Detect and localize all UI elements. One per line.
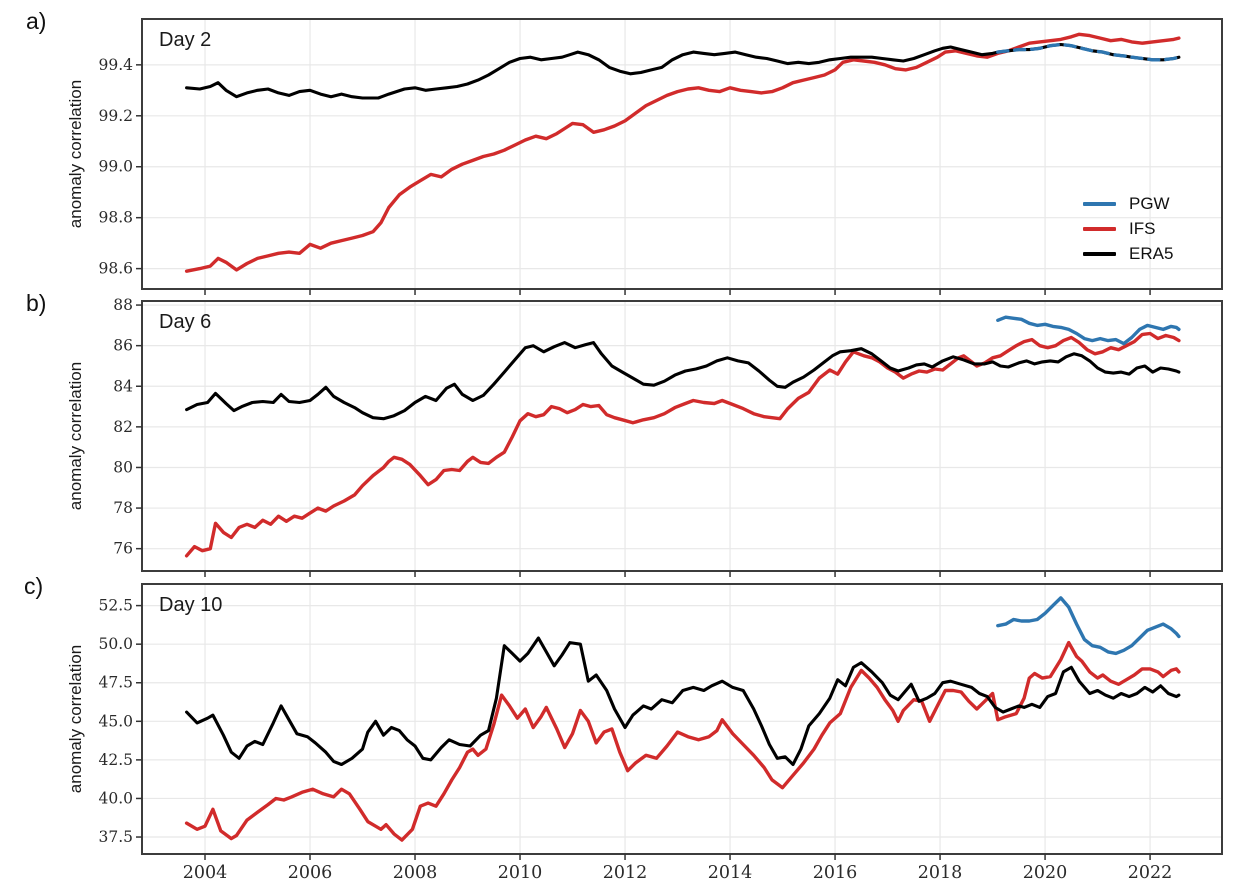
panel-c-ylabel: anomaly correlation (66, 644, 85, 794)
x-axis-tick-label: 2008 (393, 863, 438, 883)
panel-c-pgw-line (996, 596, 1181, 656)
panel-c-ytick-label: 42.5 (98, 751, 133, 769)
panel-b-ylabel: anomaly correlation (66, 361, 85, 511)
panel-c-ytick-label: 50.0 (98, 635, 133, 653)
panel-c-ifs-line (184, 640, 1181, 842)
panel-c-ytick-label: 52.5 (98, 597, 133, 615)
panel-a-title: Day 2 (159, 29, 212, 51)
panel-c-era5-line (185, 636, 1181, 767)
panel-a-ytick-label: 98.6 (98, 260, 133, 278)
panel-a-border (141, 18, 1223, 290)
legend-label-pgw: PGW (1129, 193, 1170, 213)
panel-b-ytick-label: 82 (113, 418, 133, 436)
panel-a-ytick-label: 99.4 (98, 56, 133, 74)
panel-c-ytick-label: 40.0 (98, 789, 133, 807)
panel-a-ylabel: anomaly correlation (66, 79, 85, 229)
x-axis-tick-label: 2012 (603, 863, 648, 883)
x-axis-tick-label: 2006 (288, 863, 333, 883)
x-axis-tick-label: 2016 (813, 863, 858, 883)
ifs-line-swatch (1083, 226, 1116, 231)
panel-a-letter: a) (26, 8, 47, 34)
panel-c-ytick-label: 45.0 (98, 712, 133, 730)
legend-row-pgw: PGW (1083, 191, 1173, 216)
panel-b-ytick-label: 78 (113, 499, 133, 517)
panel-c-letter: c) (24, 573, 44, 599)
legend-row-era5: ERA5 (1083, 241, 1173, 266)
x-axis-tick-label: 2004 (183, 863, 228, 883)
panel-b-ytick-label: 84 (113, 377, 133, 395)
panel-a-ytick-label: 99.2 (98, 107, 133, 125)
panel-b-ytick-label: 88 (113, 296, 133, 314)
panel-b-ifs-line (184, 331, 1181, 558)
legend-label-era5: ERA5 (1129, 243, 1174, 263)
x-axis-tick-label: 2020 (1023, 863, 1068, 883)
x-axis-tick-label: 2014 (708, 863, 753, 883)
panel-b-border (141, 300, 1223, 572)
panel-c-ytick-label: 47.5 (98, 674, 133, 692)
x-axis-tick-label: 2010 (498, 863, 543, 883)
panel-c-border (141, 583, 1223, 855)
panel-b-pgw-line (996, 315, 1181, 346)
panel-a-ytick-label: 99.0 (98, 158, 133, 176)
panel-b-ytick-label: 76 (113, 540, 133, 558)
panel-a-ifs-line (184, 32, 1181, 273)
x-axis-tick-label: 2022 (1128, 863, 1173, 883)
era5-line-swatch (1083, 251, 1116, 256)
panel-b-title: Day 6 (159, 311, 212, 333)
legend-row-ifs: IFS (1083, 216, 1173, 241)
panel-a-pgw-line (996, 42, 1181, 62)
panel-b-ytick-label: 80 (113, 458, 133, 476)
panel-a-ytick-label: 98.8 (98, 209, 133, 227)
panel-b-letter: b) (26, 290, 47, 316)
panel-c-ytick-label: 37.5 (98, 828, 133, 846)
legend: PGW IFS ERA5 (1083, 191, 1173, 266)
panel-b-era5-line (185, 341, 1181, 421)
legend-label-ifs: IFS (1129, 218, 1156, 238)
x-axis-tick-label: 2018 (918, 863, 963, 883)
pgw-line-swatch (1083, 201, 1116, 206)
panel-c-title: Day 10 (159, 594, 223, 616)
panel-b-ytick-label: 86 (113, 337, 133, 355)
